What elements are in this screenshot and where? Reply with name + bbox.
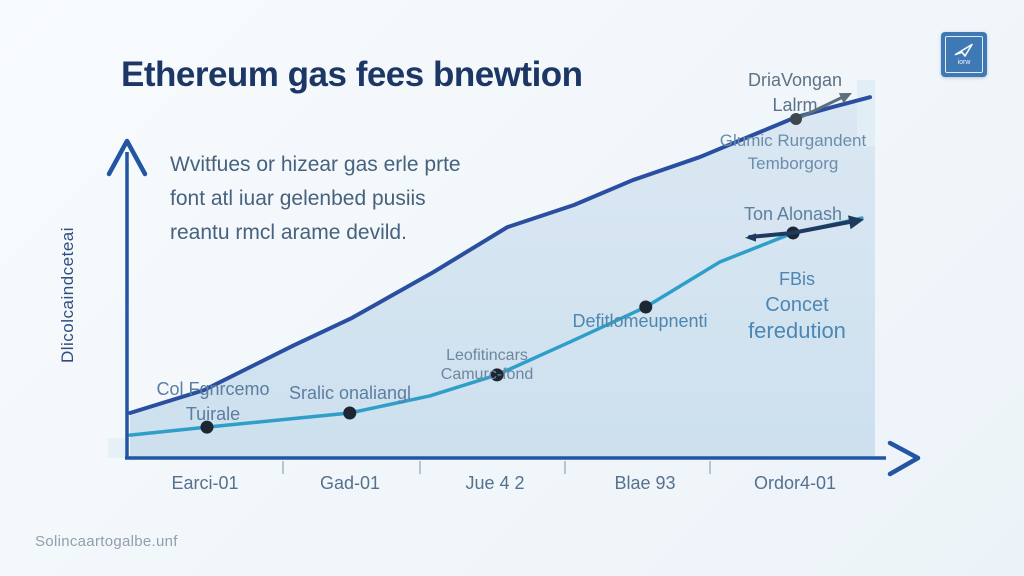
annotation-glumic: Glumic Rurgandent Temborgorg — [719, 131, 867, 173]
x-axis-arrow-icon — [887, 440, 921, 477]
brand-logo-frame: iorw — [945, 36, 983, 73]
annotation-fbis-feredution: FBis Concet feredution — [748, 269, 846, 343]
chart-subtitle: Wvitfues or hizear gas erle prte font at… — [170, 148, 461, 250]
brand-logo: iorw — [941, 32, 987, 77]
data-point-dot — [343, 406, 357, 420]
x-axis-label: Earci-01 — [171, 473, 239, 493]
data-point-dot — [639, 300, 653, 314]
source-note: Solincaartogalbe.unf — [35, 533, 178, 550]
logo-glyph-icon — [954, 43, 973, 57]
subtitle-line: Wvitfues or hizear gas erle prte — [170, 153, 461, 176]
annotation-sralic: Sralic onaliangl — [288, 383, 412, 403]
subtitle-line: font atl iuar gelenbed pusiis — [170, 187, 426, 210]
annotation-leofitincars: Leofitincars Camurc-fond — [440, 347, 534, 383]
x-axis-label: Gad-01 — [319, 473, 381, 493]
y-axis-label: Dlicolcaindceteai — [58, 226, 77, 364]
page-title: Ethereum gas fees bnewtion — [121, 55, 583, 94]
annotation-defitlomeupnenti: Defitlomeupnenti — [572, 311, 708, 331]
y-axis-arrow-icon — [106, 138, 148, 177]
x-axis-label: Jue 4 2 — [465, 473, 525, 493]
area-highlight-bottom-left — [108, 438, 128, 458]
x-axis-ticks — [282, 461, 711, 474]
data-point-dot — [200, 420, 214, 434]
x-axis-label: Ordor4-01 — [753, 473, 837, 493]
x-axis-label: Blae 93 — [614, 473, 676, 493]
area-fill — [130, 97, 875, 458]
annotation-col-fgnrcemo: Col Fgnrcemo Tuirale — [156, 379, 270, 424]
gray-annotation-arrow — [790, 93, 852, 125]
annotation-driavongan: DriaVongan Lalrm — [747, 70, 843, 115]
subtitle-line: reantu rmcl arame devild. — [170, 221, 407, 244]
logo-text: iorw — [957, 59, 971, 66]
annotation-ton-alonash: Ton Alonash — [743, 204, 843, 224]
data-point-dot — [490, 368, 504, 382]
navy-annotation-arrow — [745, 215, 864, 242]
